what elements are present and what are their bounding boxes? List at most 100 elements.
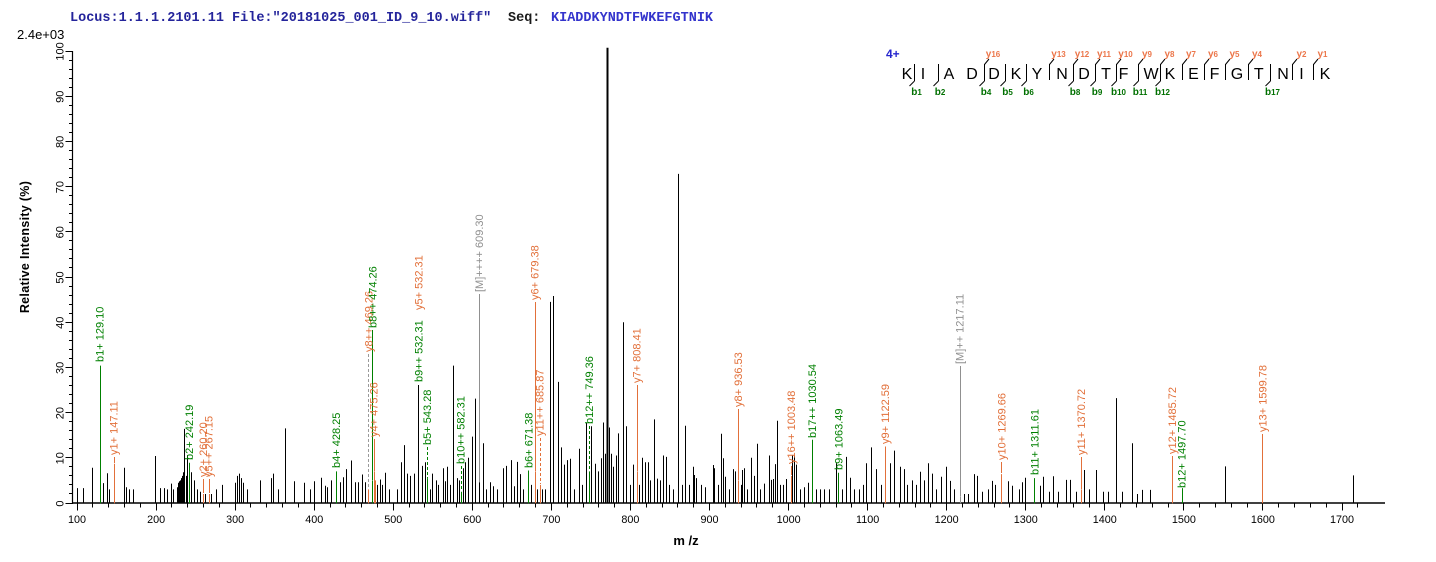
svg-text:300: 300 [226,514,244,526]
svg-text:b2: b2 [935,87,946,98]
svg-text:K: K [1320,66,1331,83]
svg-text:2.4e+03: 2.4e+03 [17,27,64,42]
svg-text:y16: y16 [986,49,1001,60]
svg-text:200: 200 [147,514,165,526]
svg-text:70: 70 [55,181,67,193]
svg-text:1400: 1400 [1093,514,1117,526]
svg-text:W: W [1143,66,1159,83]
svg-text:b9: b9 [1092,87,1103,98]
svg-text:y4+ 475.26: y4+ 475.26 [369,382,381,437]
svg-text:b5: b5 [1002,87,1013,98]
svg-text:K: K [1011,66,1022,83]
svg-text:N: N [1056,66,1068,83]
svg-text:900: 900 [700,514,718,526]
svg-text:y1+ 147.11: y1+ 147.11 [109,401,121,455]
svg-text:Seq:: Seq: [508,11,540,26]
svg-text:m /z: m /z [673,533,699,548]
svg-text:K: K [902,66,913,83]
svg-text:I: I [921,66,925,83]
svg-text:Locus:1.1.1.2101.11 File:"2018: Locus:1.1.1.2101.11 File:"20181025_001_I… [70,11,491,26]
svg-text:b10++ 582.31: b10++ 582.31 [456,396,468,464]
svg-text:y9+ 1122.59: y9+ 1122.59 [880,384,892,444]
svg-text:y8++ 469.26: y8++ 469.26 [363,291,375,352]
svg-text:D: D [988,66,1000,83]
svg-text:600: 600 [463,514,481,526]
svg-text:b2+ 242.19: b2+ 242.19 [184,405,196,460]
svg-text:F: F [1210,66,1220,83]
svg-text:A: A [944,66,955,83]
svg-text:1000: 1000 [777,514,801,526]
svg-text:y2: y2 [1296,49,1307,60]
svg-text:b17++ 1030.54: b17++ 1030.54 [807,364,819,438]
svg-text:90: 90 [55,91,67,103]
svg-text:1200: 1200 [935,514,959,526]
svg-text:y5+ 532.31: y5+ 532.31 [413,255,425,310]
svg-text:[M]++++ 609.30: [M]++++ 609.30 [474,214,486,292]
svg-text:10: 10 [55,452,67,464]
svg-text:1700: 1700 [1330,514,1354,526]
svg-text:D: D [966,66,978,83]
svg-text:b8: b8 [1070,87,1081,98]
svg-text:Y: Y [1032,66,1043,83]
svg-text:y6+ 679.38: y6+ 679.38 [530,245,542,300]
svg-text:20: 20 [55,407,67,419]
svg-text:KIADDKYNDTFWKEFGTNIK: KIADDKYNDTFWKEFGTNIK [551,11,714,26]
svg-text:T: T [1254,66,1264,83]
svg-text:y4: y4 [1252,49,1263,60]
svg-text:100: 100 [55,42,67,60]
svg-text:[M]++ 1217.11: [M]++ 1217.11 [955,294,967,364]
svg-text:0: 0 [55,500,67,506]
svg-text:y1: y1 [1317,49,1328,60]
svg-text:N: N [1277,66,1289,83]
svg-text:y11++ 685.87: y11++ 685.87 [535,370,547,436]
svg-text:40: 40 [55,317,67,329]
svg-text:1600: 1600 [1251,514,1275,526]
svg-text:E: E [1188,66,1199,83]
svg-text:b4: b4 [981,87,992,98]
svg-text:y13+ 1599.78: y13+ 1599.78 [1257,365,1269,432]
svg-text:b17: b17 [1265,87,1281,98]
svg-text:b9++ 532.31: b9++ 532.31 [413,320,425,382]
svg-text:b10: b10 [1111,87,1127,98]
svg-text:Relative Intensity (%): Relative Intensity (%) [18,181,32,313]
svg-text:60: 60 [55,226,67,238]
svg-text:1500: 1500 [1172,514,1196,526]
svg-text:b6: b6 [1023,87,1034,98]
svg-text:500: 500 [384,514,402,526]
svg-text:y7+ 808.41: y7+ 808.41 [632,328,644,383]
svg-text:100: 100 [68,514,86,526]
svg-text:b12: b12 [1155,87,1171,98]
svg-text:y11: y11 [1097,49,1112,60]
svg-text:y16++ 1003.48: y16++ 1003.48 [786,391,798,464]
svg-text:400: 400 [305,514,323,526]
svg-text:y9: y9 [1142,49,1153,60]
svg-text:700: 700 [542,514,560,526]
svg-text:D: D [1078,66,1090,83]
svg-text:y10: y10 [1118,49,1133,60]
svg-text:b11: b11 [1133,87,1148,98]
svg-text:b5+ 543.28: b5+ 543.28 [422,390,434,445]
svg-text:F: F [1119,66,1129,83]
svg-text:b8++ 474.26: b8++ 474.26 [367,266,379,328]
svg-text:y13: y13 [1051,49,1066,60]
svg-text:y6: y6 [1208,49,1219,60]
svg-text:50: 50 [55,271,67,283]
svg-text:y5++ 267.15: y5++ 267.15 [204,416,216,477]
svg-text:y12+ 1485.72: y12+ 1485.72 [1167,387,1179,454]
svg-text:800: 800 [621,514,639,526]
svg-text:b4+ 428.25: b4+ 428.25 [331,413,343,468]
svg-text:b1: b1 [911,87,922,98]
svg-text:I: I [1299,66,1303,83]
svg-text:y8+ 936.53: y8+ 936.53 [733,352,745,407]
svg-text:b6+ 671.38: b6+ 671.38 [523,413,535,468]
svg-text:K: K [1165,66,1176,83]
svg-text:b1+ 129.10: b1+ 129.10 [95,307,107,362]
svg-text:y12: y12 [1075,49,1090,60]
svg-text:G: G [1231,66,1243,83]
svg-text:30: 30 [55,362,67,374]
svg-text:b12++ 749.36: b12++ 749.36 [584,356,596,424]
svg-text:T: T [1101,66,1111,83]
svg-text:b12+ 1497.70: b12+ 1497.70 [1177,420,1189,488]
svg-text:y11+ 1370.72: y11+ 1370.72 [1076,389,1088,455]
svg-text:b11+ 1311.61: b11+ 1311.61 [1029,409,1041,475]
